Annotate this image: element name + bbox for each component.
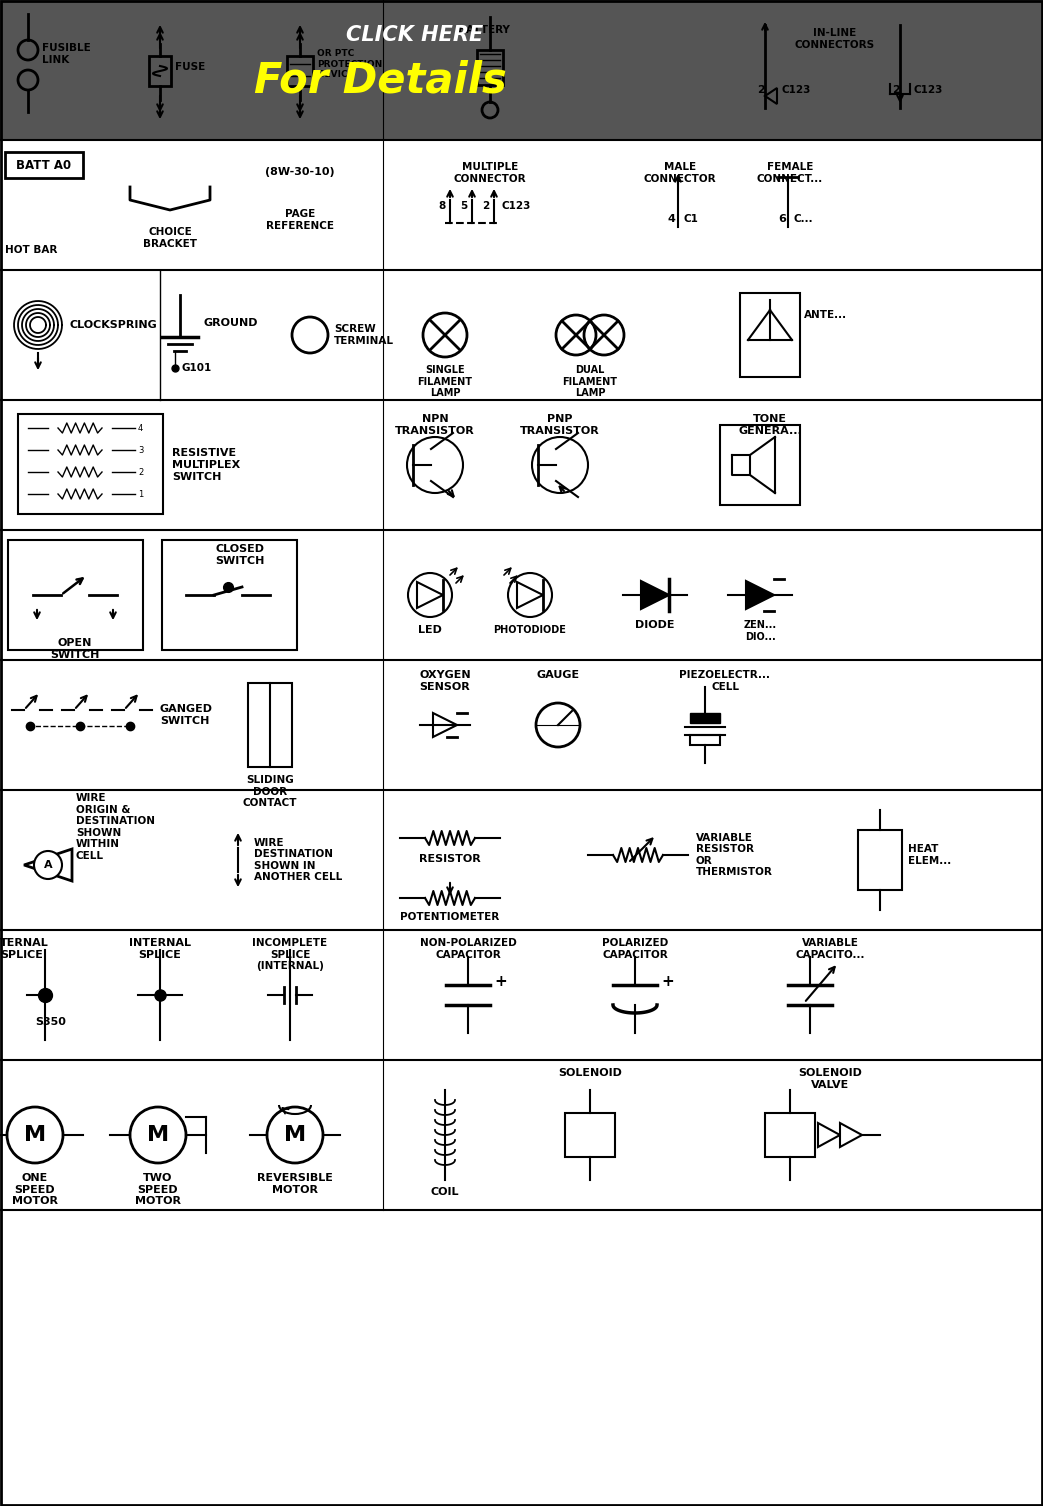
Text: POTENTIOMETER: POTENTIOMETER — [401, 913, 500, 922]
Text: +: + — [661, 973, 674, 988]
Text: VARIABLE
RESISTOR
OR
THERMISTOR: VARIABLE RESISTOR OR THERMISTOR — [696, 833, 773, 878]
Text: M: M — [147, 1125, 169, 1145]
Text: PHOTODIODE: PHOTODIODE — [493, 625, 566, 636]
Text: C123: C123 — [914, 84, 943, 95]
Bar — [5, 152, 83, 178]
Text: BATTERY: BATTERY — [458, 26, 510, 35]
Text: IN-LINE
CONNECTORS: IN-LINE CONNECTORS — [795, 29, 875, 50]
Text: INCOMPLETE
SPLICE
(INTERNAL): INCOMPLETE SPLICE (INTERNAL) — [252, 938, 328, 971]
Text: A: A — [44, 860, 52, 870]
Text: LED: LED — [418, 625, 442, 636]
Text: CHOICE
BRACKET: CHOICE BRACKET — [143, 227, 197, 248]
Text: HOT BAR: HOT BAR — [5, 245, 57, 255]
Text: FEMALE
CONNECT...: FEMALE CONNECT... — [757, 163, 823, 184]
Text: ZEN...
DIO...: ZEN... DIO... — [744, 620, 777, 642]
Text: ANTE...: ANTE... — [804, 310, 847, 319]
Text: OXYGEN
SENSOR: OXYGEN SENSOR — [419, 670, 470, 691]
Bar — [765, 1113, 815, 1157]
Text: PIEZOELECTR...
CELL: PIEZOELECTR... CELL — [679, 670, 771, 691]
Text: REVERSIBLE
MOTOR: REVERSIBLE MOTOR — [257, 1173, 333, 1194]
Text: M: M — [284, 1125, 306, 1145]
Text: VARIABLE
CAPACITO...: VARIABLE CAPACITO... — [795, 938, 865, 959]
Text: PNP
TRANSISTOR: PNP TRANSISTOR — [520, 414, 600, 435]
Text: DUAL
FILAMENT
LAMP: DUAL FILAMENT LAMP — [562, 364, 617, 398]
Text: GROUND: GROUND — [204, 318, 259, 328]
Text: S350: S350 — [35, 1017, 66, 1027]
Text: SLIDING
DOOR
CONTACT: SLIDING DOOR CONTACT — [243, 776, 297, 809]
Text: FUSIBLE
LINK: FUSIBLE LINK — [42, 44, 91, 65]
Text: RESISTIVE
MULTIPLEX
SWITCH: RESISTIVE MULTIPLEX SWITCH — [172, 449, 240, 482]
Text: CLICK HERE: CLICK HERE — [346, 26, 484, 45]
Text: TERNAL
SPLICE: TERNAL SPLICE — [0, 938, 49, 959]
Bar — [720, 425, 800, 505]
Text: 3: 3 — [138, 446, 143, 455]
Text: SOLENOID
VALVE: SOLENOID VALVE — [798, 1068, 862, 1090]
Bar — [18, 414, 163, 514]
Polygon shape — [641, 581, 669, 608]
Text: MULTIPLE
CONNECTOR: MULTIPLE CONNECTOR — [454, 163, 527, 184]
Bar — [477, 50, 503, 84]
Text: CLOCKSPRING: CLOCKSPRING — [70, 319, 157, 330]
Text: MALE
CONNECTOR: MALE CONNECTOR — [644, 163, 717, 184]
Text: GANGED
SWITCH: GANGED SWITCH — [160, 705, 213, 726]
Bar — [690, 735, 720, 745]
Text: 2: 2 — [138, 467, 143, 476]
Bar — [739, 294, 800, 376]
Bar — [0, 0, 1043, 140]
Text: C123: C123 — [502, 200, 531, 211]
Text: ONE
SPEED
MOTOR: ONE SPEED MOTOR — [13, 1173, 58, 1206]
Circle shape — [34, 851, 62, 880]
Text: BATT A0: BATT A0 — [17, 158, 72, 172]
Text: G101: G101 — [181, 363, 212, 373]
Text: OR PTC
PROTECTION
DEVICE: OR PTC PROTECTION DEVICE — [317, 50, 382, 78]
Text: 4: 4 — [138, 423, 143, 432]
Text: 6: 6 — [778, 214, 785, 224]
Text: NON-POLARIZED
CAPACITOR: NON-POLARIZED CAPACITOR — [419, 938, 516, 959]
Text: COIL: COIL — [431, 1187, 459, 1197]
Text: 2: 2 — [892, 84, 900, 95]
Text: RESISTOR: RESISTOR — [419, 854, 481, 864]
Bar — [565, 1113, 615, 1157]
Text: 2: 2 — [757, 84, 765, 95]
Text: HEAT
ELEM...: HEAT ELEM... — [908, 845, 951, 866]
Text: C...: C... — [794, 214, 814, 224]
Text: TONE
GENERA...: TONE GENERA... — [738, 414, 802, 435]
Bar — [8, 541, 143, 651]
Text: 2: 2 — [482, 200, 489, 211]
Bar — [287, 56, 313, 86]
Text: POLARIZED
CAPACITOR: POLARIZED CAPACITOR — [602, 938, 669, 959]
Text: DIODE: DIODE — [635, 620, 675, 630]
Bar — [248, 684, 292, 767]
Text: SOLENOID: SOLENOID — [558, 1068, 622, 1078]
Text: TWO
SPEED
MOTOR: TWO SPEED MOTOR — [135, 1173, 181, 1206]
Text: +: + — [494, 973, 507, 988]
Text: C1: C1 — [684, 214, 699, 224]
Text: SCREW
TERMINAL: SCREW TERMINAL — [334, 324, 394, 346]
Text: 4: 4 — [668, 214, 676, 224]
Text: C123: C123 — [781, 84, 810, 95]
Text: 1: 1 — [138, 489, 143, 498]
Text: CLOSED
SWITCH: CLOSED SWITCH — [215, 544, 265, 566]
Text: PAGE
REFERENCE: PAGE REFERENCE — [266, 209, 334, 230]
Bar — [149, 56, 171, 86]
Text: OPEN
SWITCH: OPEN SWITCH — [50, 639, 100, 660]
Bar — [690, 712, 720, 723]
Text: INTERNAL
SPLICE: INTERNAL SPLICE — [129, 938, 191, 959]
Bar — [162, 541, 297, 651]
Text: FUSE: FUSE — [175, 62, 205, 72]
Text: GAUGE: GAUGE — [536, 670, 580, 681]
Text: 5: 5 — [460, 200, 467, 211]
Text: WIRE
ORIGIN &
DESTINATION
SHOWN
WITHIN
CELL: WIRE ORIGIN & DESTINATION SHOWN WITHIN C… — [76, 794, 155, 861]
Text: WIRE
DESTINATION
SHOWN IN
ANOTHER CELL: WIRE DESTINATION SHOWN IN ANOTHER CELL — [254, 837, 342, 883]
Text: NPN
TRANSISTOR: NPN TRANSISTOR — [395, 414, 475, 435]
Text: 8: 8 — [438, 200, 445, 211]
Bar — [858, 830, 902, 890]
Text: SINGLE
FILAMENT
LAMP: SINGLE FILAMENT LAMP — [417, 364, 472, 398]
Text: For Details: For Details — [253, 59, 506, 101]
Text: M: M — [24, 1125, 46, 1145]
Polygon shape — [746, 581, 774, 608]
Text: (8W-30-10): (8W-30-10) — [265, 167, 335, 178]
